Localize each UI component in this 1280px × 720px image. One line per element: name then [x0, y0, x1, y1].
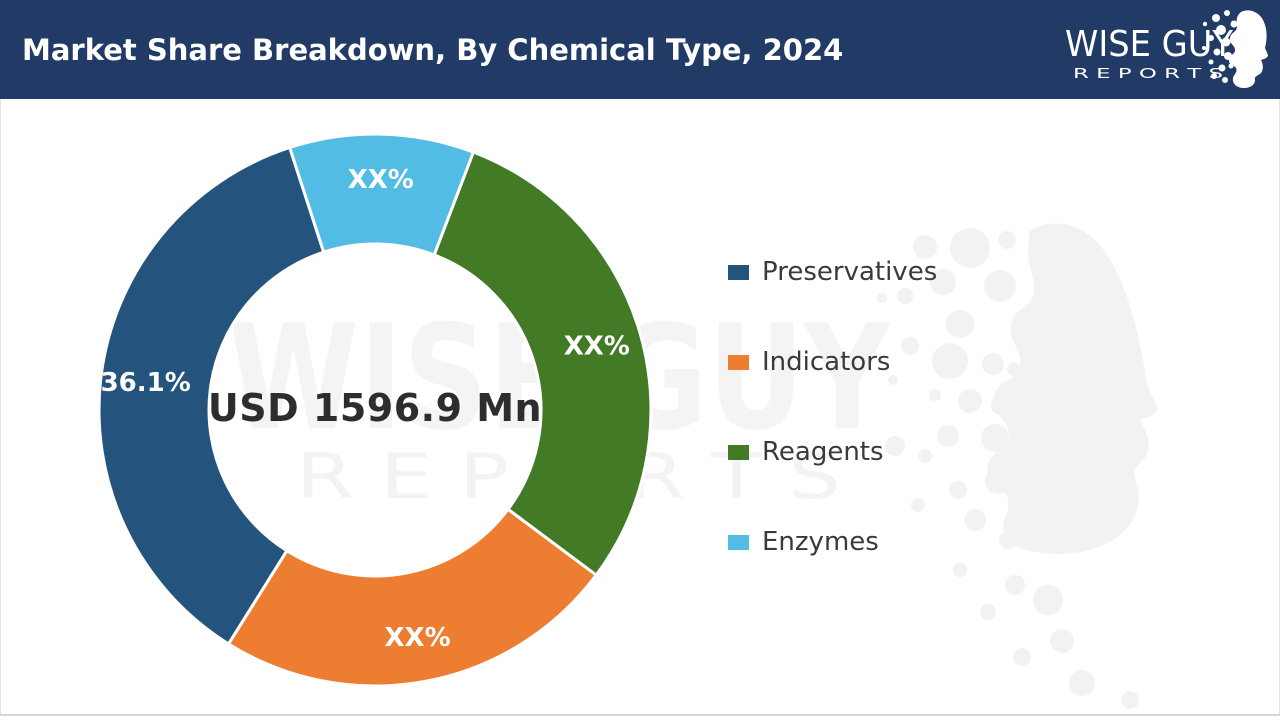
legend-swatch-icon	[728, 354, 749, 370]
legend-swatch-icon	[728, 534, 749, 550]
donut-segment-reagents	[432, 150, 653, 577]
face-watermark-icon	[987, 223, 1158, 555]
legend-label: Enzymes	[762, 527, 879, 557]
logo-dot-cluster-icon	[1202, 10, 1238, 83]
header-band: Market Share Breakdown, By Chemical Type…	[0, 0, 1280, 99]
segment-label-preservatives: 36.1%	[101, 368, 191, 398]
face-watermark-dots	[877, 228, 1139, 709]
legend-label: Reagents	[762, 437, 884, 467]
legend-label: Indicators	[762, 347, 891, 377]
donut-segment-preservatives	[97, 146, 326, 646]
legend-item-preservatives: Preservatives	[728, 256, 937, 288]
donut-segments-group: 36.1% XX% XX% XX%	[97, 132, 653, 688]
legend-swatch-icon	[728, 444, 749, 460]
chart-center-value: USD 1596.9 Mn	[207, 386, 543, 430]
legend-label: Preservatives	[762, 257, 938, 287]
legend-item-enzymes: Enzymes	[728, 526, 937, 558]
legend-swatch-icon	[728, 264, 749, 280]
segment-label-reagents: XX%	[564, 332, 630, 362]
page-border-left	[0, 99, 1, 715]
logo-tagline-text: R E P O R T S	[1073, 67, 1223, 82]
logo-dots-face	[1202, 10, 1268, 89]
chart-legend: Preservatives Indicators Reagents Enzymes	[728, 256, 937, 616]
logo-face-icon	[1228, 10, 1268, 89]
donut-segment-enzymes	[288, 132, 475, 257]
logo-brand-text: WISE GUY	[1065, 24, 1234, 65]
donut-segment-indicators	[227, 507, 598, 688]
legend-item-reagents: Reagents	[728, 436, 937, 468]
page-border-bottom	[0, 714, 1280, 716]
segment-label-enzymes: XX%	[348, 165, 414, 195]
segment-label-indicators: XX%	[385, 623, 451, 653]
legend-item-indicators: Indicators	[728, 346, 937, 378]
wise-guy-reports-logo: WISE GUY R E P O R T S	[1065, 10, 1268, 89]
page-title: Market Share Breakdown, By Chemical Type…	[22, 32, 844, 67]
